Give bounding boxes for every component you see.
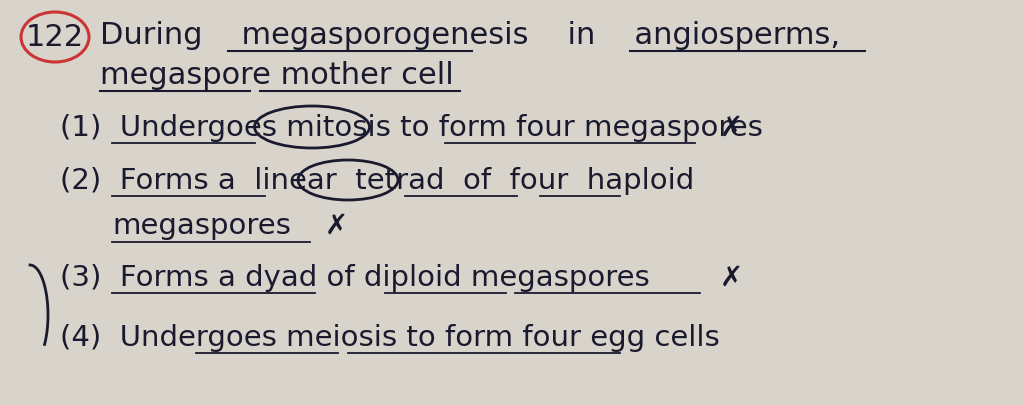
Text: ✗: ✗ [325,211,348,239]
Text: (2)  Forms a  linear  tetrad  of  four  haploid: (2) Forms a linear tetrad of four haploi… [60,166,694,194]
Text: 122: 122 [26,23,84,52]
Text: ✗: ✗ [720,114,743,142]
Text: (4)  Undergoes meiosis to form four egg cells: (4) Undergoes meiosis to form four egg c… [60,323,720,351]
Text: megaspores: megaspores [112,211,291,239]
Text: (1)  Undergoes mitosis to form four megaspores: (1) Undergoes mitosis to form four megas… [60,114,763,142]
Text: During    megasporogenesis    in    angiosperms,: During megasporogenesis in angiosperms, [100,21,840,50]
Text: megaspore mother cell: megaspore mother cell [100,61,454,90]
Text: ✗: ✗ [720,263,743,291]
Text: (3)  Forms a dyad of diploid megaspores: (3) Forms a dyad of diploid megaspores [60,263,650,291]
